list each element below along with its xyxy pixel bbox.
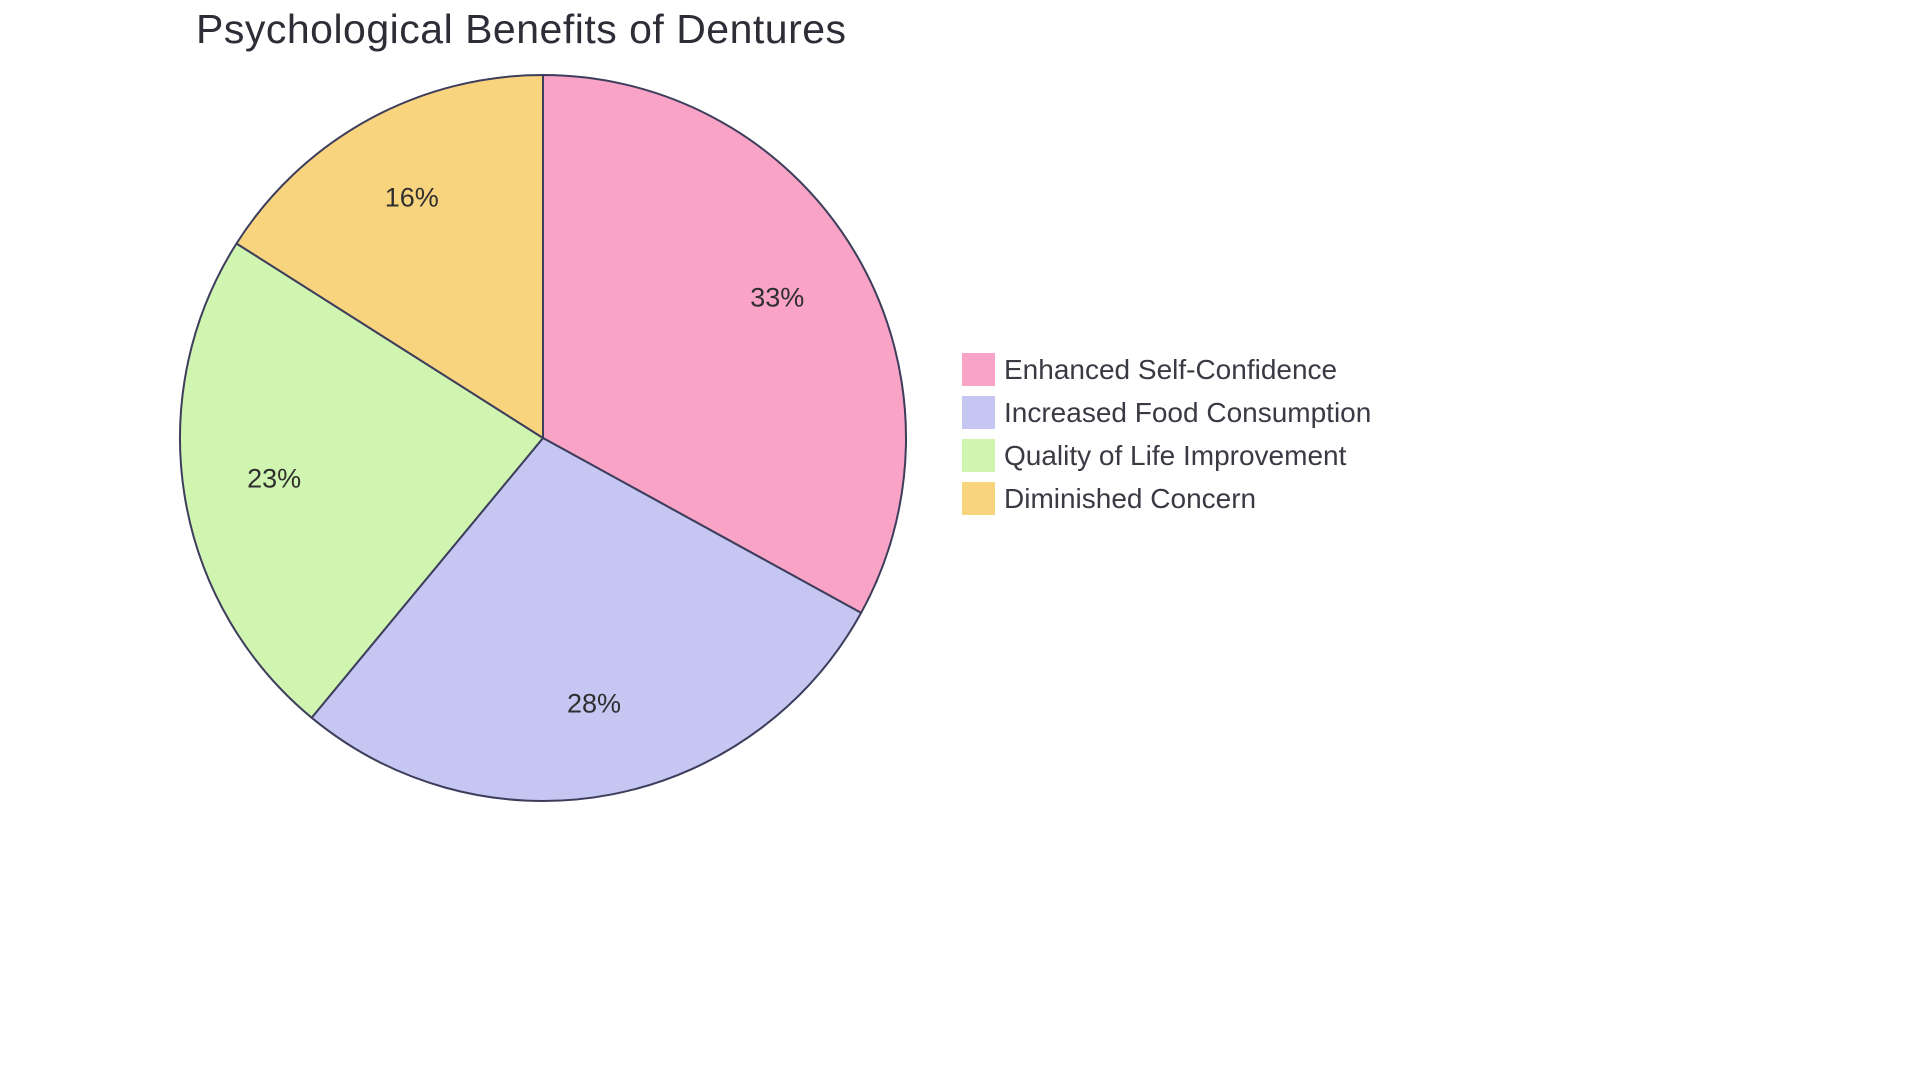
pie-slice	[179, 242, 544, 719]
chart-title: Psychological Benefits of Dentures	[196, 6, 847, 52]
legend-label: Quality of Life Improvement	[1004, 439, 1347, 471]
legend-label: Enhanced Self-Confidence	[1004, 353, 1338, 385]
slice-percent-label: 16%	[385, 183, 439, 213]
legend-item: Diminished Concern	[962, 482, 1371, 515]
slice-percent-label: 23%	[247, 464, 301, 494]
pie-slice	[235, 74, 544, 439]
slice-percent-label: 33%	[750, 283, 804, 313]
pie-slice	[542, 74, 907, 614]
legend-swatch	[962, 396, 995, 429]
legend-item: Enhanced Self-Confidence	[962, 353, 1371, 386]
legend-label: Diminished Concern	[1004, 482, 1257, 514]
pie-slice	[310, 437, 863, 802]
legend-swatch	[962, 482, 995, 515]
legend-item: Quality of Life Improvement	[962, 439, 1371, 472]
legend: Enhanced Self-Confidence Increased Food C…	[962, 353, 1371, 515]
legend-swatch	[962, 353, 995, 386]
slice-percent-label: 28%	[567, 689, 621, 719]
legend-swatch	[962, 439, 995, 472]
legend-item: Increased Food Consumption	[962, 396, 1371, 429]
legend-label: Increased Food Consumption	[1004, 396, 1372, 428]
